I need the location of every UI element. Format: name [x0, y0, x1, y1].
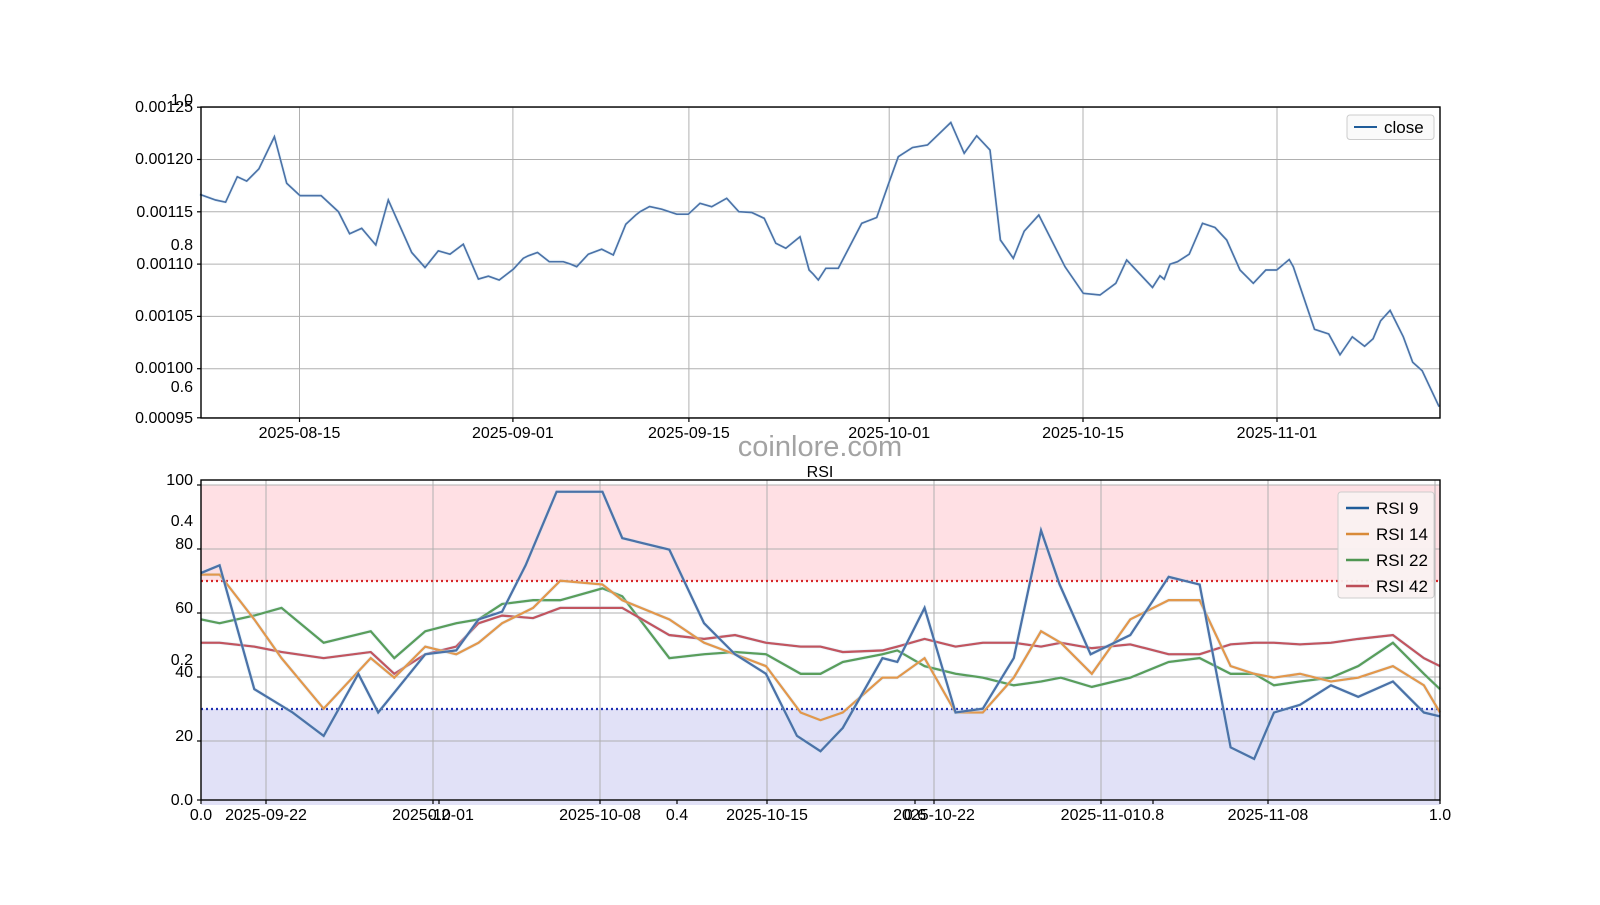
svg-text:0.4: 0.4 [171, 513, 193, 530]
svg-text:close: close [1384, 118, 1424, 137]
svg-text:RSI 14: RSI 14 [1376, 525, 1428, 544]
svg-text:2025-10-15: 2025-10-15 [1042, 425, 1124, 442]
svg-text:2025-11-01: 2025-11-01 [1237, 425, 1318, 442]
svg-text:0.00095: 0.00095 [135, 410, 193, 427]
svg-text:1.0: 1.0 [171, 92, 193, 109]
svg-text:100: 100 [166, 472, 193, 489]
svg-text:0.00120: 0.00120 [135, 151, 193, 168]
svg-text:coinlore.com: coinlore.com [738, 431, 902, 463]
svg-text:1.0: 1.0 [1429, 807, 1451, 824]
svg-text:2025-09-22: 2025-09-22 [225, 807, 307, 824]
svg-text:2025-11-01: 2025-11-01 [1061, 807, 1142, 824]
svg-text:80: 80 [175, 536, 193, 553]
svg-text:2025-09-15: 2025-09-15 [648, 425, 730, 442]
svg-text:0.2: 0.2 [428, 807, 450, 824]
svg-text:RSI 9: RSI 9 [1376, 499, 1419, 518]
svg-text:2025-08-15: 2025-08-15 [259, 425, 341, 442]
svg-text:0.6: 0.6 [904, 807, 926, 824]
svg-text:2025-11-08: 2025-11-08 [1228, 807, 1309, 824]
svg-text:RSI: RSI [807, 464, 834, 481]
svg-text:0.2: 0.2 [171, 652, 193, 669]
svg-text:0.00110: 0.00110 [136, 256, 193, 273]
svg-text:2025-10-15: 2025-10-15 [726, 807, 808, 824]
svg-text:0.00105: 0.00105 [135, 308, 193, 325]
svg-text:0.00115: 0.00115 [136, 204, 193, 221]
svg-text:RSI 22: RSI 22 [1376, 551, 1428, 570]
svg-text:0.6: 0.6 [171, 379, 193, 396]
svg-text:0.0: 0.0 [190, 807, 212, 824]
svg-text:0.00100: 0.00100 [135, 360, 193, 377]
svg-text:0.4: 0.4 [666, 807, 688, 824]
svg-text:0.8: 0.8 [171, 237, 193, 254]
svg-text:2025-10-08: 2025-10-08 [559, 807, 641, 824]
svg-text:60: 60 [175, 600, 193, 617]
svg-text:20: 20 [175, 728, 193, 745]
svg-text:RSI 42: RSI 42 [1376, 577, 1428, 596]
svg-text:0.8: 0.8 [1142, 807, 1164, 824]
svg-text:2025-09-01: 2025-09-01 [472, 425, 554, 442]
